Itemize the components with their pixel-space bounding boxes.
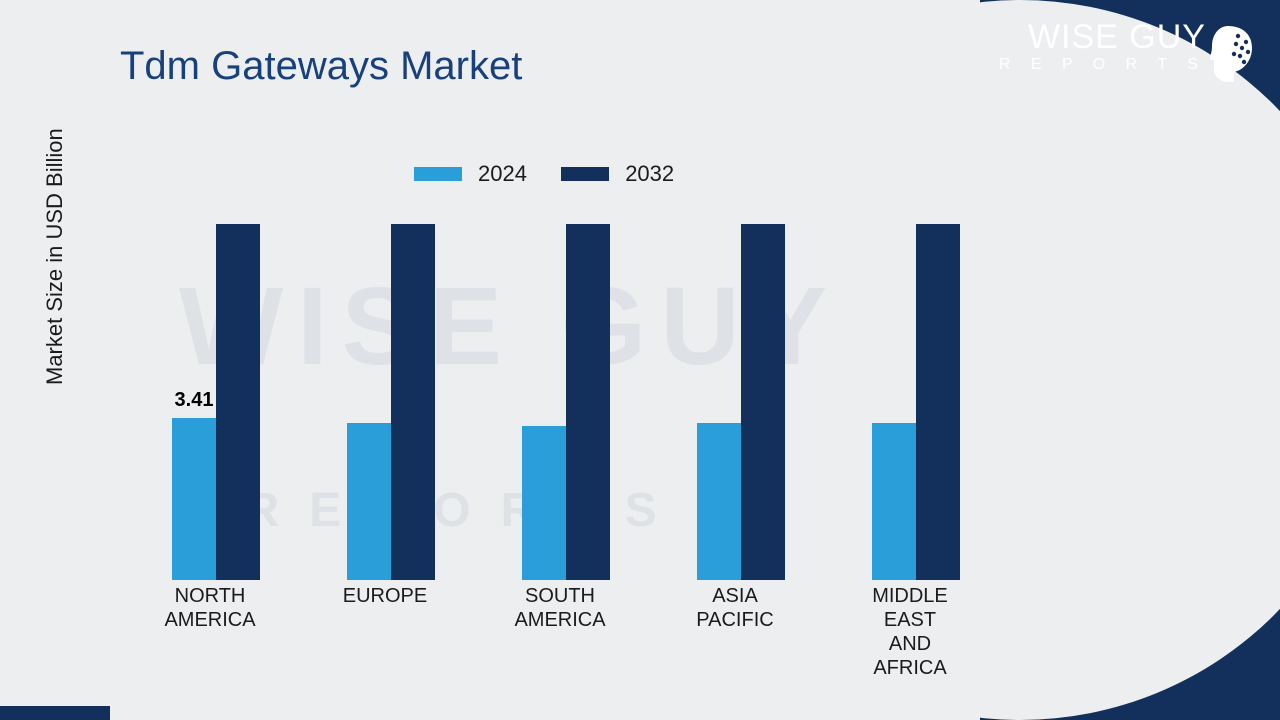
category-label: SOUTHAMERICA xyxy=(490,584,630,632)
legend-label-0: 2024 xyxy=(478,161,527,186)
category-label: EUROPE xyxy=(315,584,455,608)
brand-subtitle: R E P O R T S xyxy=(996,54,1206,76)
footer-accent-bar xyxy=(0,706,110,720)
y-axis-label: Market Size in USD Billion xyxy=(42,128,68,385)
bar-series-2024 xyxy=(872,423,916,580)
bar-series-2032 xyxy=(566,224,610,580)
category-label: ASIAPACIFIC xyxy=(665,584,805,632)
bar-series-2024 xyxy=(172,418,216,580)
bar-series-2024 xyxy=(347,423,391,580)
legend-swatch-0 xyxy=(414,167,462,181)
category-label: NORTHAMERICA xyxy=(140,584,280,632)
bar-series-2024 xyxy=(697,423,741,580)
legend-label-1: 2032 xyxy=(625,161,674,186)
legend-swatch-1 xyxy=(561,167,609,181)
bar-series-2032 xyxy=(916,224,960,580)
bar-value-label: 3.41 xyxy=(164,389,224,412)
chart-title: Tdm Gateways Market xyxy=(120,44,522,89)
brand-logo: WISE GUY R E P O R T S xyxy=(996,20,1256,90)
legend: 2024 2032 xyxy=(70,160,990,187)
ai-head-icon xyxy=(1208,24,1256,86)
plot-area: 3.41 xyxy=(120,200,990,580)
bar-series-2032 xyxy=(391,224,435,580)
bar-series-2032 xyxy=(741,224,785,580)
chart: 2024 2032 Market Size in USD Billion 3.4… xyxy=(70,160,990,680)
brand-name: WISE GUY xyxy=(996,20,1206,54)
category-label: MIDDLEEASTANDAFRICA xyxy=(840,584,980,680)
bar-series-2024 xyxy=(522,426,566,580)
